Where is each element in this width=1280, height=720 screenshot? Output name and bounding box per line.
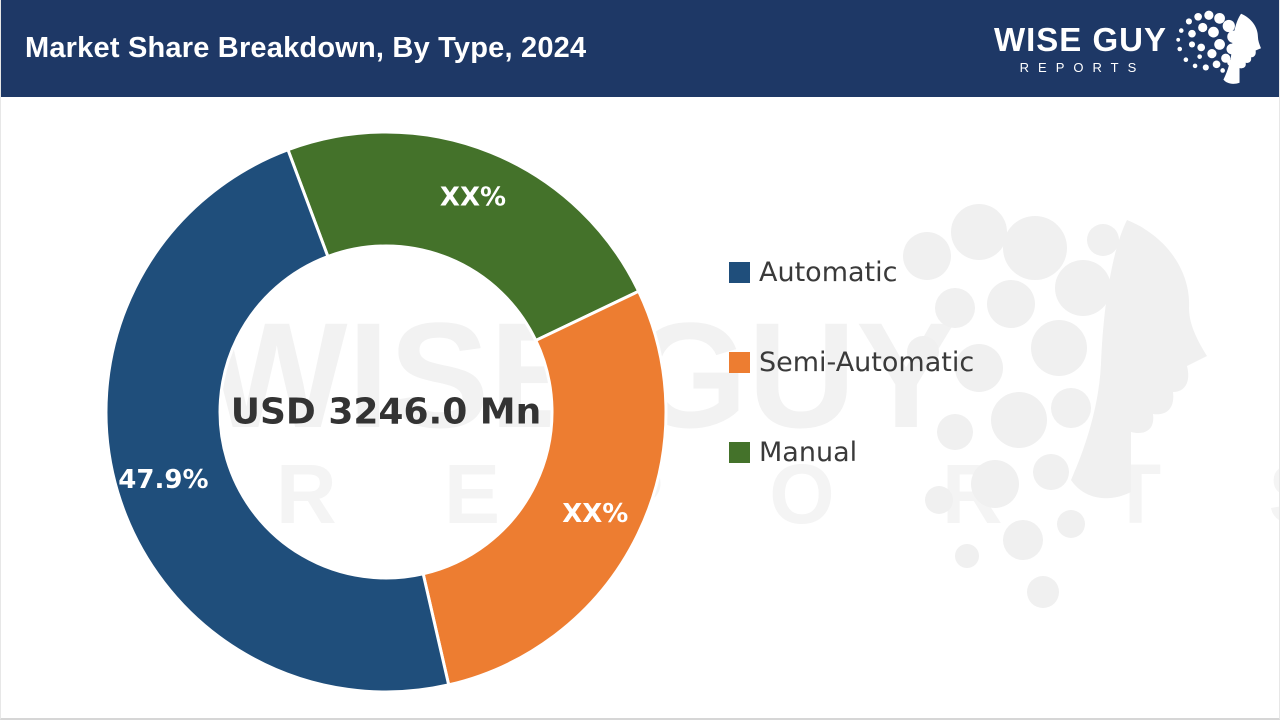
watermark-face-icon [903, 204, 1207, 608]
donut-slice-semi-automatic [421, 289, 668, 687]
logo-text: WISE GUY REPORTS [994, 23, 1167, 74]
logo-subtitle: REPORTS [1019, 60, 1146, 75]
logo-face-icon [1176, 10, 1261, 84]
chart-legend: Automatic Semi-Automatic Manual [729, 250, 974, 520]
donut-slice-automatic [104, 148, 451, 694]
legend-label-automatic: Automatic [759, 256, 898, 288]
legend-label-manual: Manual [759, 436, 858, 468]
legend-swatch-manual [729, 441, 750, 463]
legend-item-semi-automatic: Semi-Automatic [729, 340, 974, 384]
slice-label-automatic: 47.9% [118, 465, 208, 495]
legend-swatch-automatic [729, 261, 750, 283]
legend-item-automatic: Automatic [729, 250, 974, 294]
header-bar: Market Share Breakdown, By Type, 2024 WI… [1, 0, 1279, 97]
logo-wordmark: WISE GUY [993, 21, 1167, 58]
page-title: Market Share Breakdown, By Type, 2024 [25, 32, 587, 64]
legend-item-manual: Manual [729, 430, 974, 474]
legend-label-semi-automatic: Semi-Automatic [759, 346, 975, 378]
legend-swatch-semi-automatic [729, 351, 750, 373]
slice-label-manual: XX% [440, 183, 506, 213]
chart-center-value: USD 3246.0 Mn [230, 391, 542, 433]
wiseguy-logo: WISE GUY REPORTS [994, 9, 1261, 89]
slice-label-semi-automatic: XX% [562, 499, 628, 529]
donut-slice-manual [286, 130, 641, 342]
